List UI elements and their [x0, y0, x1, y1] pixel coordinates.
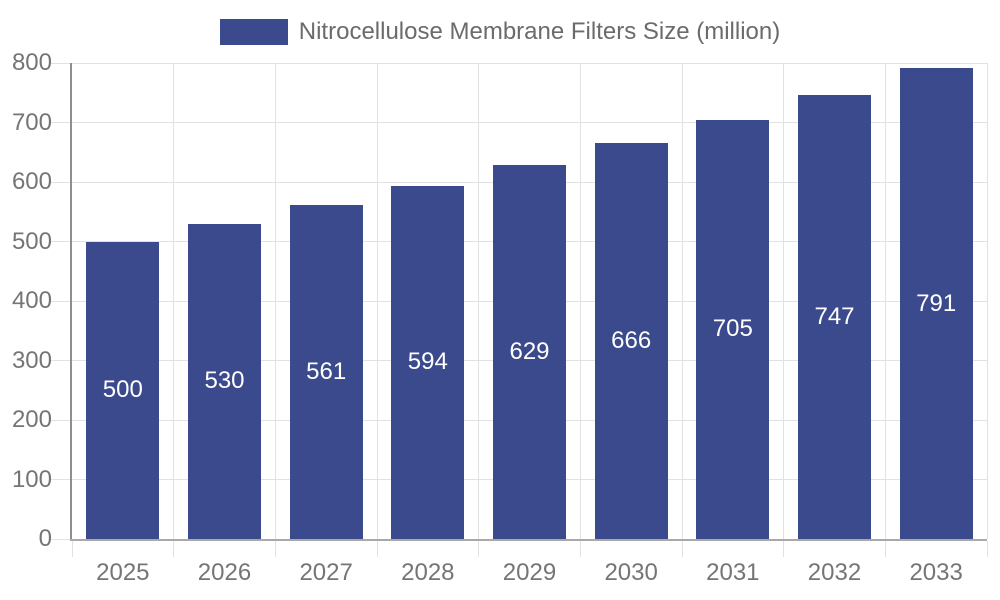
x-tick — [173, 541, 175, 557]
bar-value-label: 530 — [204, 367, 245, 395]
x-tick — [783, 541, 785, 557]
y-tick — [50, 122, 72, 123]
y-tick-label: 800 — [11, 49, 52, 76]
bar: 594 — [391, 185, 465, 539]
y-gridline — [72, 122, 987, 123]
x-tick-label: 2028 — [401, 559, 455, 586]
legend: Nitrocellulose Membrane Filters Size (mi… — [0, 18, 1000, 45]
y-tick — [50, 538, 72, 540]
x-tick-label: 2030 — [604, 559, 658, 586]
bar: 747 — [798, 94, 871, 539]
x-tick — [376, 541, 378, 557]
y-tick-label: 600 — [11, 168, 52, 195]
x-tick-label: 2025 — [96, 559, 150, 586]
x-axis-line — [70, 539, 987, 541]
bar-value-label: 561 — [306, 358, 347, 386]
x-gridline — [478, 63, 480, 539]
bar: 705 — [696, 119, 770, 539]
y-gridline — [72, 63, 987, 64]
x-tick — [579, 541, 581, 557]
y-tick — [50, 63, 72, 64]
bar-value-label: 747 — [814, 302, 855, 330]
x-gridline — [884, 63, 886, 539]
x-tick-label: 2029 — [502, 559, 557, 586]
x-tick-label: 2027 — [299, 559, 353, 586]
bar: 500 — [86, 241, 160, 539]
y-tick-label: 400 — [11, 287, 52, 314]
y-tick — [50, 181, 72, 183]
y-tick-label: 0 — [38, 525, 52, 552]
bar-value-label: 791 — [916, 289, 957, 317]
y-tick — [50, 360, 72, 361]
y-tick-label: 200 — [11, 406, 52, 433]
bar-value-label: 629 — [509, 337, 550, 365]
y-tick-label: 500 — [11, 227, 52, 255]
x-gridline — [783, 63, 785, 539]
x-gridline — [274, 63, 276, 539]
y-tick-label: 300 — [11, 346, 52, 374]
x-tick-label: 2031 — [706, 559, 760, 586]
bar: 530 — [188, 223, 261, 539]
y-tick — [50, 479, 72, 480]
bar: 629 — [493, 164, 566, 539]
bar-value-label: 594 — [407, 348, 448, 376]
x-gridline — [376, 63, 378, 539]
x-gridline — [173, 63, 175, 539]
plot-area: 0 100 200 300 400 500 600 700 800 2025 2026 2027 202… — [12, 51, 988, 585]
bar: 666 — [594, 142, 668, 539]
bar-value-label: 500 — [102, 376, 143, 404]
legend-swatch — [219, 18, 288, 45]
x-gridline — [681, 63, 683, 539]
x-tick-label: 2026 — [197, 559, 252, 586]
bar-value-label: 666 — [611, 326, 652, 354]
y-tick-label: 100 — [11, 465, 52, 493]
x-tick — [681, 541, 683, 557]
x-tick — [478, 541, 480, 557]
y-tick-label: 700 — [11, 108, 52, 136]
y-axis-line — [70, 63, 72, 541]
x-tick — [884, 541, 886, 557]
x-gridline — [579, 63, 581, 539]
bar: 791 — [899, 68, 973, 539]
x-tick-label: 2032 — [807, 559, 862, 586]
x-tick — [986, 541, 988, 557]
y-tick — [50, 419, 72, 421]
x-tick-label: 2033 — [909, 559, 963, 586]
x-tick — [71, 541, 73, 557]
bar: 561 — [289, 205, 363, 539]
y-tick — [50, 241, 72, 242]
bar-value-label: 705 — [712, 315, 753, 343]
legend-label: Nitrocellulose Membrane Filters Size (mi… — [298, 17, 781, 45]
y-tick — [50, 300, 72, 302]
x-tick — [274, 541, 276, 557]
x-gridline — [986, 63, 988, 539]
